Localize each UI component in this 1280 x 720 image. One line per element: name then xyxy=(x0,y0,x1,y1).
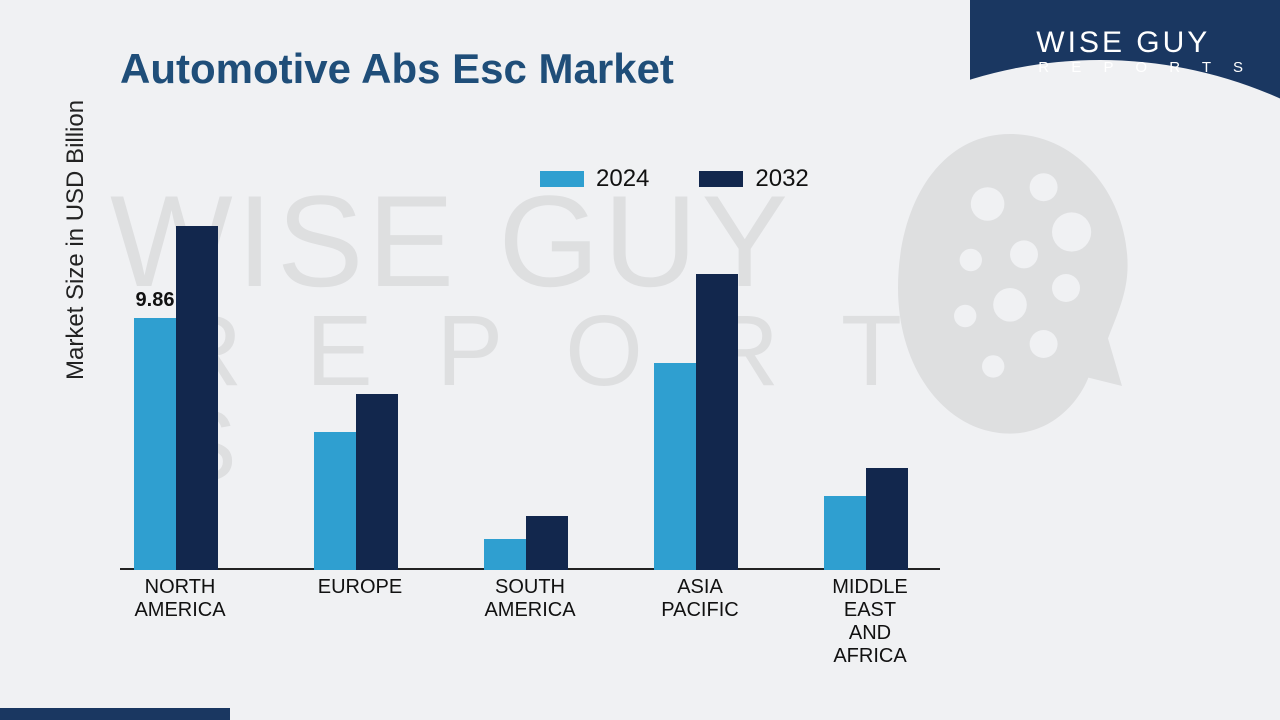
category-label: NORTHAMERICA xyxy=(110,576,250,622)
bar xyxy=(696,274,738,570)
category-label: ASIAPACIFIC xyxy=(630,576,770,622)
chart-card: WISE GUY R E P O R T S Automotive Abs Es… xyxy=(0,0,1280,720)
legend-item: 2024 xyxy=(540,165,649,193)
legend-label: 2032 xyxy=(755,165,808,193)
bar xyxy=(866,468,908,570)
y-axis-label: Market Size in USD Billion xyxy=(62,100,90,380)
bar xyxy=(134,318,176,570)
brand-line2: R E P O R T S xyxy=(1038,58,1252,78)
bar xyxy=(176,226,218,570)
bar xyxy=(484,539,526,570)
legend-label: 2024 xyxy=(596,165,649,193)
brand-line1: WISE GUY xyxy=(1036,28,1252,58)
bar xyxy=(314,432,356,570)
bar-value-label: 9.86 xyxy=(115,289,195,312)
bar xyxy=(654,363,696,570)
bar xyxy=(356,394,398,570)
chart-title: Automotive Abs Esc Market xyxy=(120,45,674,93)
legend-swatch xyxy=(540,171,584,187)
bar xyxy=(526,516,568,570)
bar xyxy=(824,496,866,570)
category-label: SOUTHAMERICA xyxy=(460,576,600,622)
brand-logo: WISE GUY R E P O R T S xyxy=(1036,28,1252,78)
legend-swatch xyxy=(699,171,743,187)
chart-plot-area: 9.86 xyxy=(120,200,940,570)
legend: 2024 2032 xyxy=(540,165,809,193)
footer-accent-bar xyxy=(0,708,230,720)
category-label: MIDDLEEASTANDAFRICA xyxy=(800,576,940,668)
category-label: EUROPE xyxy=(290,576,430,599)
legend-item: 2032 xyxy=(699,165,808,193)
